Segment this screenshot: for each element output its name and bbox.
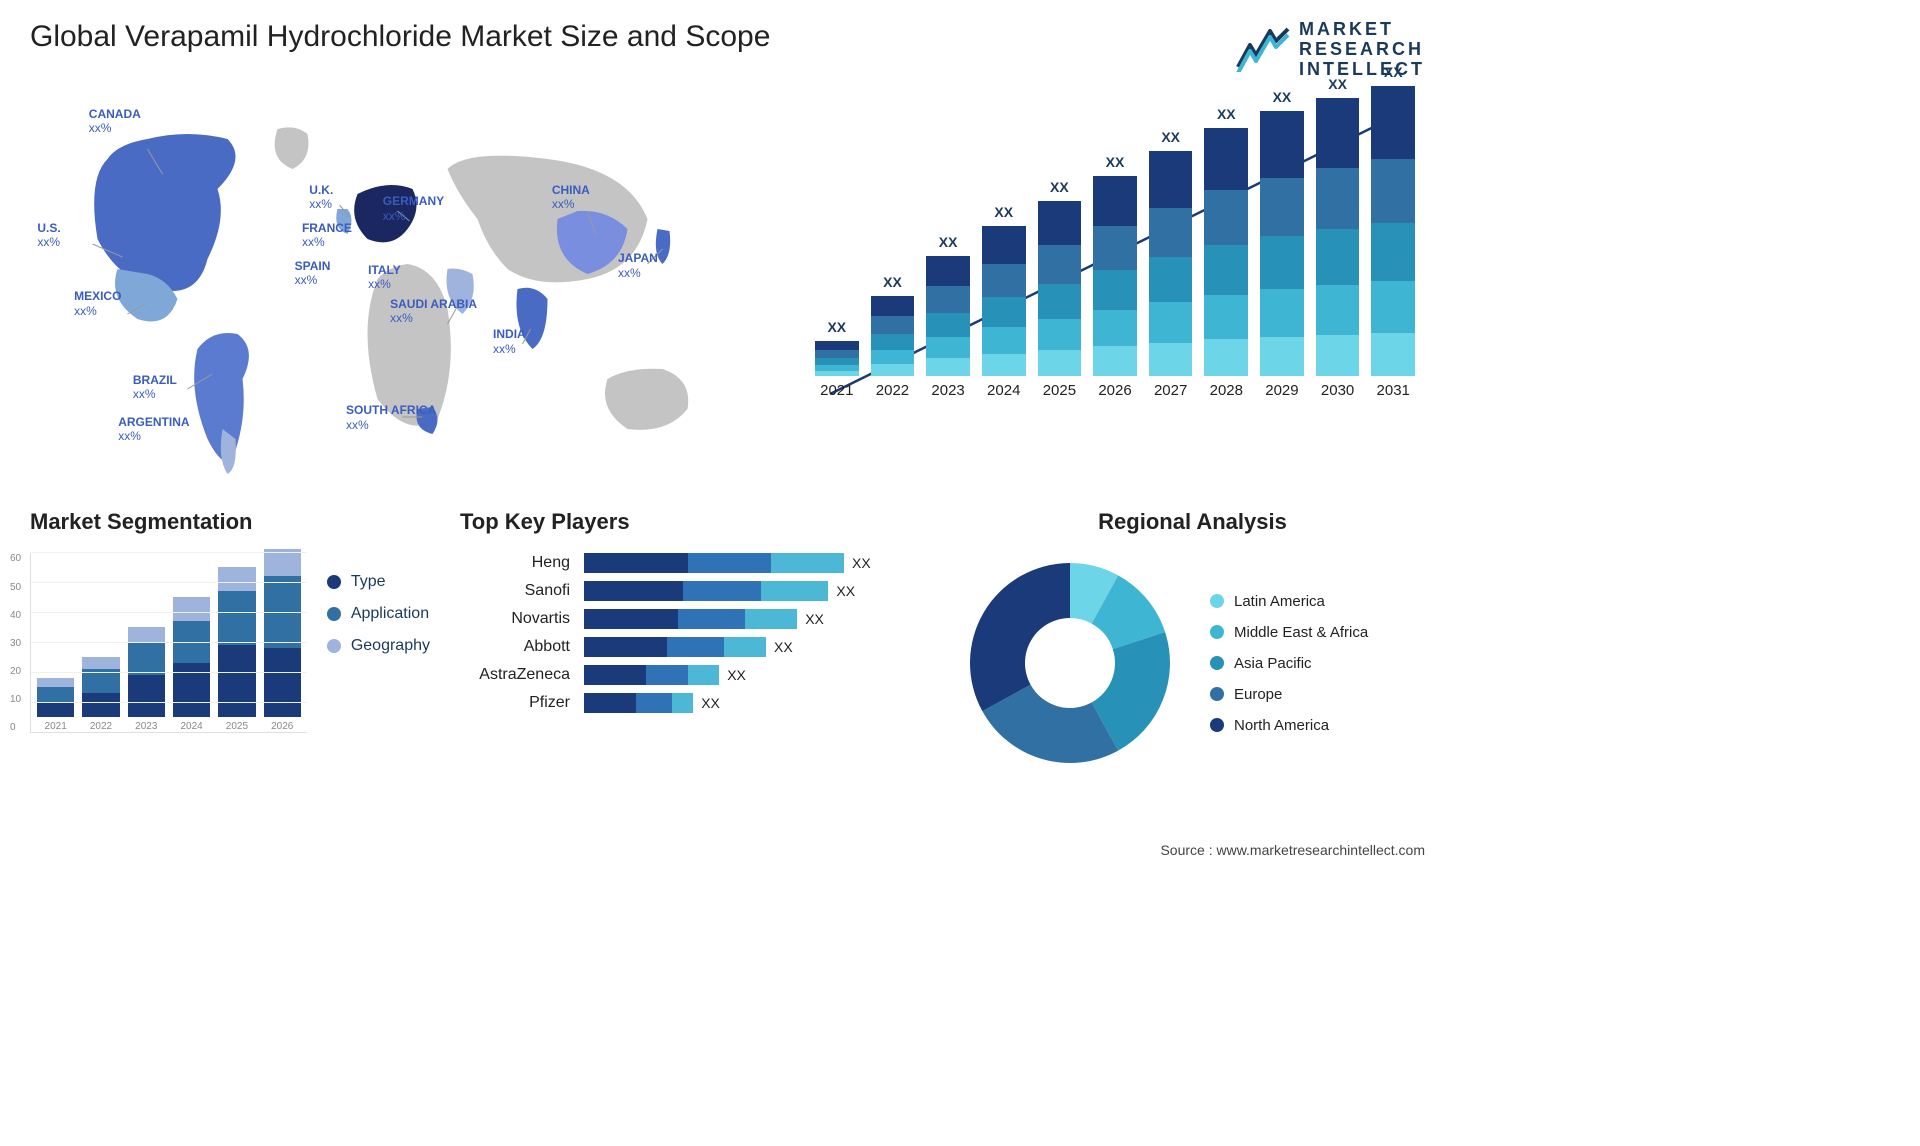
map-label: ARGENTINAxx% (118, 415, 189, 444)
players-title: Top Key Players (460, 509, 930, 535)
regional-title: Regional Analysis (960, 509, 1425, 535)
legend-item: Type (327, 573, 430, 591)
segmentation-bar: 2025 (218, 567, 255, 732)
segmentation-bar: 2026 (264, 549, 301, 732)
legend-item: Asia Pacific (1210, 655, 1368, 672)
legend-item: Middle East & Africa (1210, 624, 1368, 641)
forecast-bar: XX2024 (982, 226, 1026, 399)
map-label: U.S.xx% (37, 221, 60, 250)
world-map: CANADAxx% U.S.xx% MEXICOxx% BRAZILxx% ARGENT… (30, 99, 765, 479)
donut-slice (970, 563, 1070, 711)
logo-line-2: RESEARCH (1299, 40, 1425, 60)
legend-item: Application (327, 605, 430, 623)
forecast-bar: XX2021 (815, 341, 859, 399)
segmentation-chart: 6050403020100 202120222023202420252026 T… (30, 553, 430, 733)
player-row: AstraZenecaXX (460, 665, 930, 685)
player-row: HengXX (460, 553, 930, 573)
legend-item: Geography (327, 637, 430, 655)
page-title: Global Verapamil Hydrochloride Market Si… (30, 20, 770, 54)
regional-chart: Latin America Middle East & Africa Asia Pa… (960, 553, 1425, 773)
map-label: SPAINxx% (295, 259, 331, 288)
forecast-bar: XX2025 (1038, 201, 1082, 399)
map-label: GERMANYxx% (383, 194, 444, 223)
map-label: INDIAxx% (493, 327, 526, 356)
player-row: NovartisXX (460, 609, 930, 629)
map-label: SOUTH AFRICAxx% (346, 403, 436, 432)
legend-item: Europe (1210, 686, 1368, 703)
map-label: MEXICOxx% (74, 289, 121, 318)
forecast-chart: XX2021 XX2022XX2023 XX2024 XX2025XX2026 XX20… (805, 99, 1425, 479)
legend-item: North America (1210, 717, 1368, 734)
forecast-bar: XX2022 (871, 296, 915, 399)
segmentation-title: Market Segmentation (30, 509, 430, 535)
map-label: FRANCExx% (302, 221, 352, 250)
forecast-bar: XX2023 (926, 256, 970, 399)
players-chart: HengXX SanofiXX NovartisXX AbbottXX AstraZen… (460, 553, 930, 713)
map-label: SAUDI ARABIAxx% (390, 297, 477, 326)
legend-item: Latin America (1210, 593, 1368, 610)
player-row: SanofiXX (460, 581, 930, 601)
map-label: ITALYxx% (368, 263, 401, 292)
map-label: CHINAxx% (552, 183, 590, 212)
segmentation-bar: 2021 (37, 678, 74, 732)
player-row: AbbottXX (460, 637, 930, 657)
map-label: U.K.xx% (309, 183, 333, 212)
player-row: PfizerXX (460, 693, 930, 713)
forecast-bar: XX2031 (1371, 86, 1415, 399)
map-label: JAPANxx% (618, 251, 658, 280)
forecast-bar: XX2027 (1149, 151, 1193, 399)
segmentation-bar: 2022 (82, 657, 119, 732)
source-attribution: Source : www.marketresearchintellect.com (1160, 842, 1425, 858)
forecast-bar: XX2030 (1316, 98, 1360, 399)
forecast-bar: XX2028 (1204, 128, 1248, 399)
map-label: CANADAxx% (89, 107, 141, 136)
segmentation-bar: 2024 (173, 597, 210, 732)
forecast-bar: XX2026 (1093, 176, 1137, 399)
logo-line-1: MARKET (1299, 20, 1425, 40)
segmentation-bar: 2023 (128, 627, 165, 732)
forecast-bar: XX2029 (1260, 111, 1304, 399)
map-label: BRAZILxx% (133, 373, 177, 402)
